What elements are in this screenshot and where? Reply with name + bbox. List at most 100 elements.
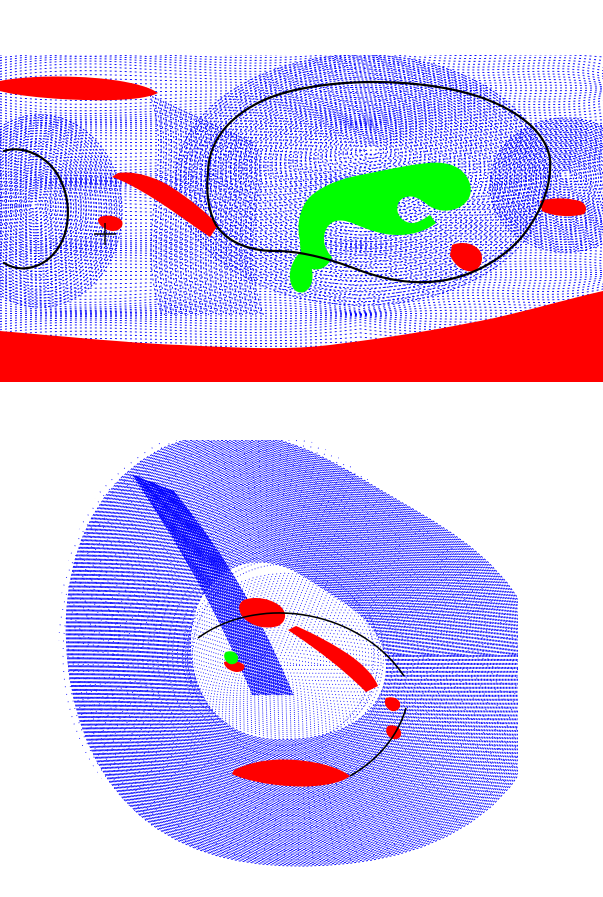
contour-level [0,237,603,243]
contour-level [333,508,405,581]
contour-level [25,195,44,216]
contour-level [201,118,215,316]
contour-level [62,673,195,680]
contour-level [363,144,381,156]
contour-level [227,130,241,316]
contour-level [172,543,409,758]
contour-level [76,444,518,855]
contour-level [0,55,603,62]
contour-level [206,121,220,316]
contour-level [0,243,603,246]
contour-level [330,504,400,579]
contour-level [327,500,395,578]
contour-level [179,550,400,751]
contour-level [86,513,206,611]
contour-level [322,491,385,575]
contour-level [125,495,467,804]
contour-level [0,240,603,245]
contour-level [304,465,352,568]
contour-level [193,115,207,316]
contour-level [95,463,506,835]
contour-level [161,486,283,696]
contour-level [0,95,603,108]
contour-level [75,442,518,856]
contour-level [0,87,603,89]
contour-level [327,732,375,858]
map-red-regions [0,76,603,382]
contour-level [0,145,603,147]
contour-level [0,203,603,216]
contour-level [0,134,603,140]
contour-level [78,696,204,739]
contour-level [0,304,603,315]
contour-level [165,536,417,765]
contour-level [0,109,603,122]
contour-level [82,520,204,614]
red-region-north-west [0,76,158,101]
contour-level [156,527,427,773]
contour-level [537,153,595,203]
contour-level [319,487,379,573]
contour-level [94,498,209,605]
contour-level [503,128,603,238]
contour-level [132,502,458,797]
contour-level [159,485,281,696]
contour-level [150,731,236,826]
contour-level [175,106,189,316]
contour-level [0,122,115,299]
contour-level [61,670,195,672]
contour-level [349,715,446,835]
contour-level [373,657,518,687]
contour-level [144,514,443,785]
contour-level [170,542,410,759]
contour-level [68,685,199,710]
contour-level [139,509,449,790]
contour-level [61,592,195,640]
contour-level [68,440,518,863]
contour-level [84,452,518,847]
contour-level [208,599,349,718]
contour-level [0,66,603,82]
contour-level [0,141,603,144]
polar-red-south-arc [232,759,350,787]
contour-level [198,590,361,726]
contour-level [159,530,425,770]
contour-level [148,481,270,696]
contour-level [0,194,603,211]
contour-level [163,734,242,834]
contour-level [92,460,511,839]
contour-level [106,475,492,823]
contour-level [0,112,603,123]
contour-level [27,197,42,213]
contour-level [368,606,506,628]
contour-level [372,645,518,654]
contour-level [211,742,262,853]
contour-level [372,648,518,662]
contour-level [22,192,47,219]
contour-level [162,533,420,767]
contour-level [0,170,603,181]
contour-level [366,592,496,622]
contour-level [70,440,518,862]
map-separatrix-curves [2,80,552,284]
contour-level [100,469,499,829]
contour-level [116,486,478,813]
contour-level [162,486,284,696]
contour-level [188,60,538,296]
contour-level [107,476,490,822]
contour-level [0,163,603,178]
contour-level [188,560,389,742]
contour-level [90,505,207,608]
contour-level [156,484,278,696]
contour-level [372,642,518,646]
contour-level [275,102,459,226]
contour-level [59,608,194,646]
red-region-south-east-wedge [450,243,482,272]
contour-level [0,97,603,112]
contour-level [7,174,64,240]
contour-level [105,474,493,825]
contour-level [74,441,518,858]
polar-projection-panel [48,440,518,897]
contour-level [0,150,87,266]
